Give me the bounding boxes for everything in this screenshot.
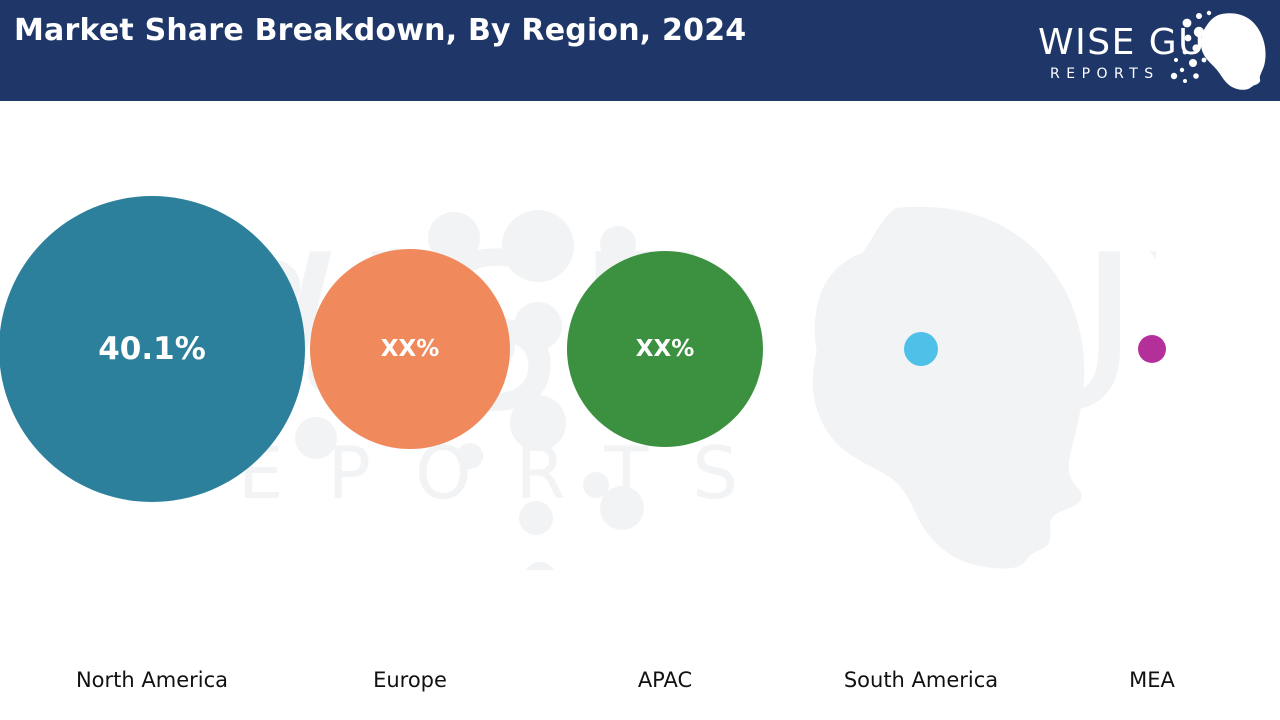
bubble-value-label: XX% xyxy=(635,335,695,362)
svg-text:REPORTS: REPORTS xyxy=(1050,66,1160,82)
chart-header: Market Share Breakdown, By Region, 2024 … xyxy=(0,0,1280,101)
bubble-mea[interactable] xyxy=(1138,335,1166,363)
category-label-south-america: South America xyxy=(843,668,999,692)
bubble-south-america[interactable] xyxy=(904,332,938,366)
bubble-apac[interactable]: XX% xyxy=(567,251,763,447)
bubble-chart-plot-area: 40.1% XX% XX% xyxy=(0,101,1280,720)
bubble-value-label: 40.1% xyxy=(98,330,206,367)
bubble-value-label: XX% xyxy=(380,335,440,362)
page-title: Market Share Breakdown, By Region, 2024 xyxy=(14,13,747,48)
bubble-north-america[interactable]: 40.1% xyxy=(0,196,305,502)
wise-guy-reports-logo[interactable]: WISE GUY REPORTS xyxy=(1036,8,1268,92)
category-label-apac: APAC xyxy=(637,668,693,692)
bubble-europe[interactable]: XX% xyxy=(310,249,510,449)
category-label-mea: MEA xyxy=(1129,668,1175,692)
category-label-europe: Europe xyxy=(373,668,447,692)
category-label-north-america: North America xyxy=(75,668,229,692)
